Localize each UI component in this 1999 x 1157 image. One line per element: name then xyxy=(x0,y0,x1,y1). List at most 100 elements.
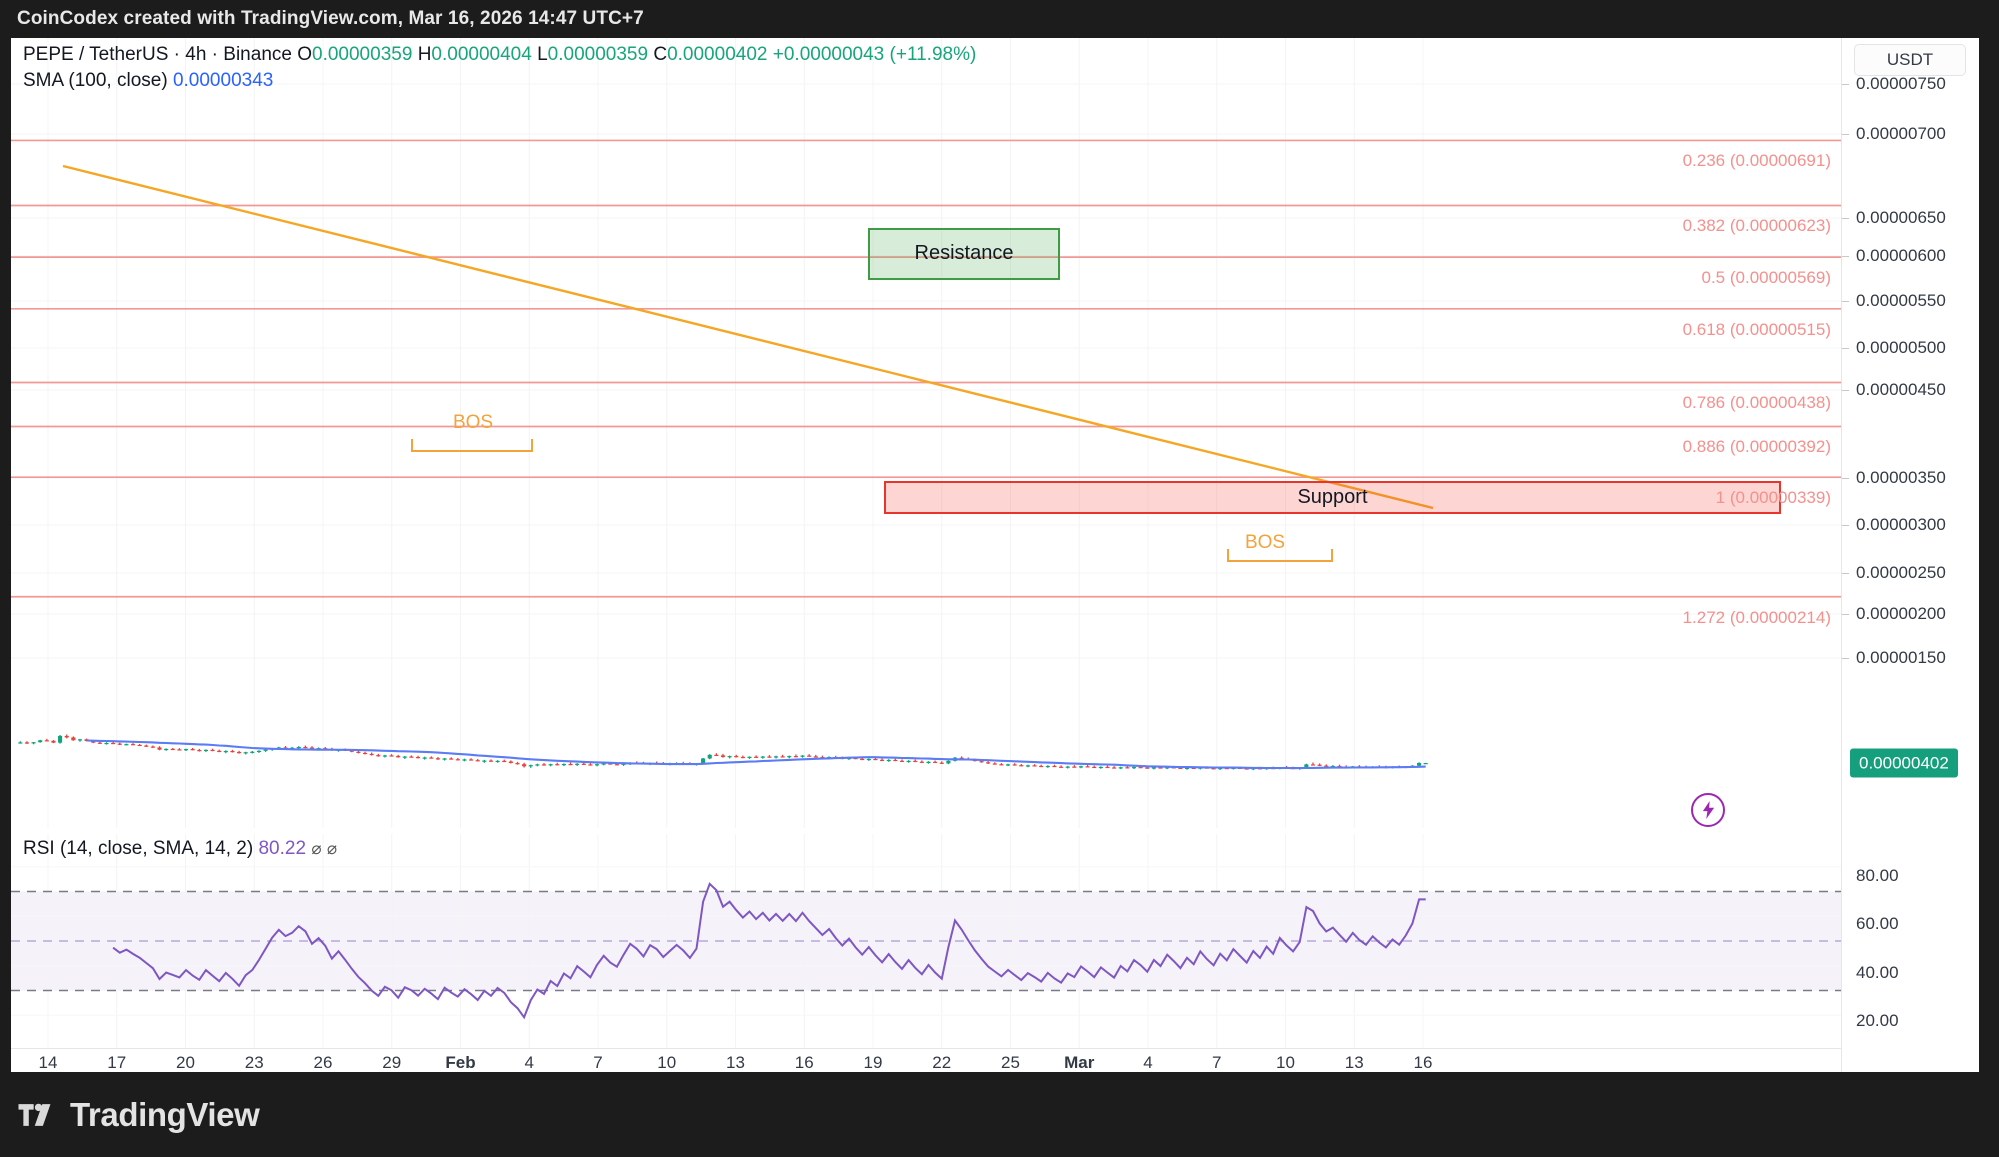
time-axis-label-13: 22 xyxy=(932,1053,952,1072)
price-axis-label-10: 0.00000200 xyxy=(1856,604,1946,623)
time-axis-label-1: 17 xyxy=(107,1053,127,1072)
structure-line-bos-1 xyxy=(411,450,533,452)
time-axis-label-20: 16 xyxy=(1413,1053,1433,1072)
legend-rsi-value: 80.22 xyxy=(258,838,307,859)
rsi-axis-label-1: 60.00 xyxy=(1856,914,1899,933)
legend-open-value: 0.00000359 xyxy=(312,44,413,65)
price-axis[interactable]: USDT 0.00000402 0.00000750 0.00000700 0.00… xyxy=(1841,38,1979,1072)
legend-low-key: L xyxy=(537,44,548,65)
legend-change-absolute: +0.00000043 xyxy=(772,44,885,65)
time-axis-label-10: 13 xyxy=(726,1053,745,1072)
price-axis-label-11: 0.00000150 xyxy=(1856,648,1946,667)
price-axis-tick-0 xyxy=(1842,84,1849,85)
fib-level-label-0-786: 0.786 (0.00000438) xyxy=(1682,393,1831,413)
chart-canvas[interactable]: PEPE / TetherUS · 4h · Binance O0.000003… xyxy=(11,38,1979,1072)
time-axis-label-0: 14 xyxy=(38,1053,58,1072)
time-axis-label-11: 16 xyxy=(794,1053,814,1072)
lightning-bolt-icon[interactable] xyxy=(1691,793,1725,827)
structure-tick-bos-1-2 xyxy=(531,439,533,452)
price-axis-tick-5 xyxy=(1842,348,1849,349)
time-axis-label-12: 19 xyxy=(863,1053,883,1072)
fib-level-label-0-382: 0.382 (0.00000623) xyxy=(1682,216,1831,236)
rsi-axis-label-2: 40.00 xyxy=(1856,963,1899,982)
time-axis-label-7: 4 xyxy=(524,1053,534,1072)
price-axis-tick-11 xyxy=(1842,658,1849,659)
legend-rsi-name[interactable]: RSI (14, close, SMA, 14, 2) xyxy=(23,838,254,859)
fib-level-label-1: 1 (0.00000339) xyxy=(1715,488,1831,508)
rsi-axis-label-0: 80.00 xyxy=(1856,866,1899,885)
price-axis-label-2: 0.00000650 xyxy=(1856,208,1946,227)
chart-legend-sma: SMA (100, close) 0.00000343 xyxy=(23,70,273,92)
chart-legend-main: PEPE / TetherUS · 4h · Binance O0.000003… xyxy=(23,44,976,66)
price-axis-label-5: 0.00000500 xyxy=(1856,338,1946,357)
price-axis-tick-7 xyxy=(1842,478,1849,479)
legend-sma-value: 0.00000343 xyxy=(172,70,274,91)
structure-line-bos-2 xyxy=(1227,560,1333,562)
structure-tick-bos-2-2 xyxy=(1331,549,1333,562)
price-plot xyxy=(11,38,1841,828)
price-axis-label-8: 0.00000300 xyxy=(1856,515,1946,534)
legend-high-key: H xyxy=(417,44,432,65)
price-axis-tick-8 xyxy=(1842,525,1849,526)
price-axis-label-1: 0.00000700 xyxy=(1856,124,1946,143)
structure-label-bos-2: BOS xyxy=(1244,532,1286,553)
time-axis-label-17: 7 xyxy=(1212,1053,1222,1072)
time-axis-label-8: 7 xyxy=(593,1053,603,1072)
resistance-label: Resistance xyxy=(914,242,1014,265)
legend-low-value: 0.00000359 xyxy=(547,44,649,65)
price-axis-tick-3 xyxy=(1842,256,1849,257)
chart-legend-rsi: RSI (14, close, SMA, 14, 2) 80.22 ⌀ ⌀ xyxy=(23,838,337,860)
time-axis-label-16: 4 xyxy=(1143,1053,1153,1072)
currency-badge[interactable]: USDT xyxy=(1854,44,1966,76)
legend-close-value: 0.00000402 xyxy=(667,44,768,65)
time-axis-label-19: 13 xyxy=(1344,1053,1364,1072)
resistance-zone[interactable]: Resistance xyxy=(868,227,1060,281)
legend-close-key: C xyxy=(653,44,668,65)
time-axis[interactable]: 14 17 20 23 26 29 Feb 4 7 10 13 16 19 22 25 Mar 4 7 10 13 16 xyxy=(11,1048,1841,1072)
time-axis-label-18: 10 xyxy=(1276,1053,1295,1072)
price-axis-tick-1 xyxy=(1842,134,1849,135)
time-axis-label-14: 25 xyxy=(1001,1053,1020,1072)
price-axis-label-7: 0.00000350 xyxy=(1856,468,1946,487)
price-axis-tick-9 xyxy=(1842,573,1849,574)
legend-change-percent: (+11.98%) xyxy=(889,44,977,65)
legend-symbol[interactable]: PEPE / TetherUS · 4h · Binance xyxy=(23,44,292,65)
legend-rsi-na-1: ⌀ xyxy=(311,839,322,858)
rsi-pane[interactable]: RSI (14, close, SMA, 14, 2) 80.22 ⌀ ⌀ xyxy=(11,834,1841,1048)
price-axis-label-9: 0.00000250 xyxy=(1856,563,1946,582)
price-pane[interactable]: PEPE / TetherUS · 4h · Binance O0.000003… xyxy=(11,38,1841,828)
time-axis-label-3: 23 xyxy=(244,1053,264,1072)
rsi-axis-label-3: 20.00 xyxy=(1856,1011,1899,1030)
legend-open-key: O xyxy=(297,44,313,65)
time-axis-label-9: 10 xyxy=(657,1053,677,1072)
price-axis-tick-10 xyxy=(1842,614,1849,615)
attribution-bar: CoinCodex created with TradingView.com, … xyxy=(17,8,644,29)
time-axis-label-6: Feb xyxy=(445,1053,476,1072)
support-zone[interactable]: Support xyxy=(884,481,1781,515)
price-axis-tick-6 xyxy=(1842,390,1849,391)
time-axis-label-4: 26 xyxy=(313,1053,333,1072)
tradingview-logo-icon xyxy=(18,1102,58,1128)
price-axis-tick-4 xyxy=(1842,301,1849,302)
structure-tick-bos-1-1 xyxy=(411,439,413,452)
structure-label-bos-1: BOS xyxy=(452,412,494,433)
legend-sma-name[interactable]: SMA (100, close) xyxy=(23,70,168,91)
tradingview-wordmark: TradingView xyxy=(70,1095,260,1133)
legend-high-value: 0.00000404 xyxy=(431,44,532,65)
time-axis-label-15: Mar xyxy=(1064,1053,1095,1072)
rsi-plot xyxy=(11,834,1841,1048)
legend-rsi-na-2: ⌀ xyxy=(326,839,338,858)
fib-level-label-0-618: 0.618 (0.00000515) xyxy=(1682,319,1831,339)
price-axis-label-0: 0.00000750 xyxy=(1856,74,1946,93)
last-price-badge: 0.00000402 xyxy=(1850,748,1958,778)
fib-level-label-0-886: 0.886 (0.00000392) xyxy=(1682,437,1831,457)
time-axis-label-2: 20 xyxy=(176,1053,195,1072)
time-axis-label-5: 29 xyxy=(382,1053,402,1072)
price-axis-label-4: 0.00000550 xyxy=(1856,291,1946,310)
fib-level-label-0-236: 0.236 (0.00000691) xyxy=(1682,151,1831,171)
structure-tick-bos-2-1 xyxy=(1227,549,1229,562)
price-axis-label-6: 0.00000450 xyxy=(1856,380,1946,399)
price-axis-tick-2 xyxy=(1842,218,1849,219)
footer-branding: TradingView xyxy=(0,1072,1999,1157)
